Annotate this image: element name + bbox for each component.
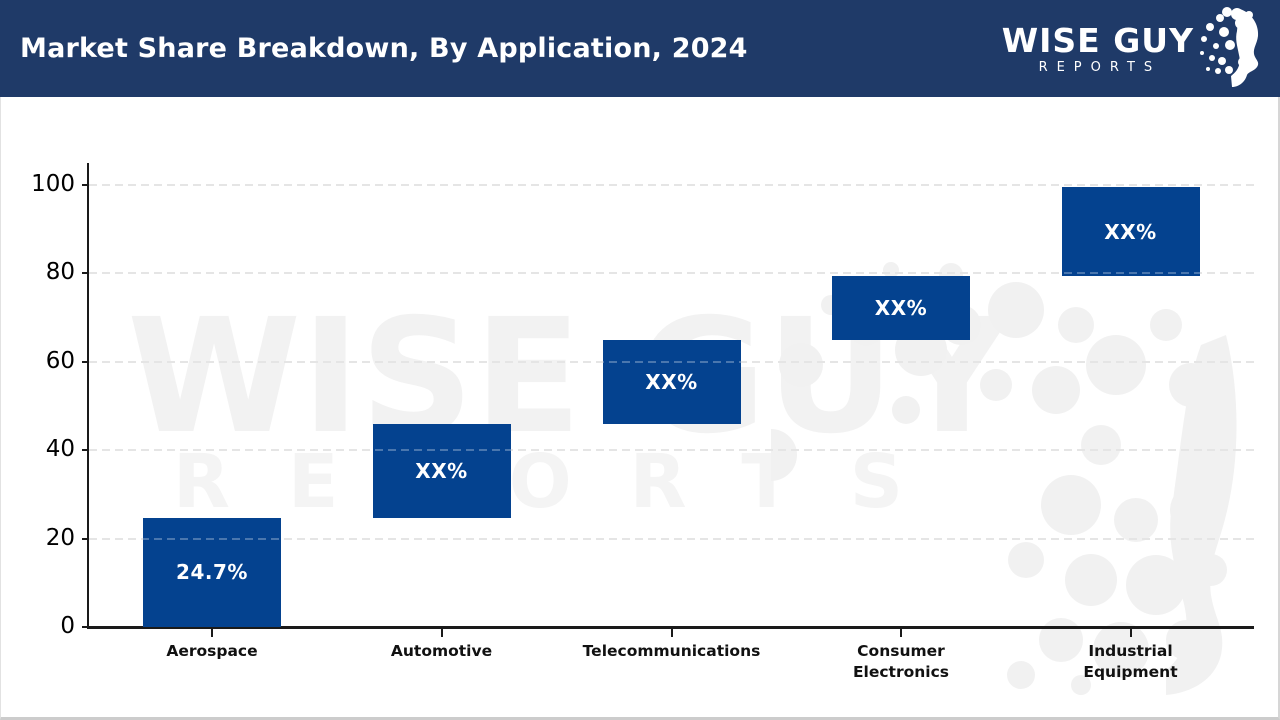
y-tick-label: 40	[45, 436, 75, 462]
x-tick-label: Industrial Equipment	[1083, 642, 1178, 681]
chart-area: 0 20 40 60 80 100 24.7% XX% XX% XX% XX% Aerospace Au…	[1, 97, 1280, 720]
chart-panel: WISE GUY REPORTS 0 20 40 60 80 100 24.7% XX% XX%…	[0, 97, 1280, 720]
x-tick-label: Telecommunications	[582, 642, 761, 660]
y-tick-mark	[82, 449, 89, 451]
bar: XX%	[602, 339, 741, 424]
y-tick-label: 20	[45, 524, 75, 551]
bar-value-label: XX%	[874, 295, 928, 320]
y-tick-label: 0	[60, 613, 75, 639]
bar-value-label: XX%	[415, 458, 468, 483]
header-bar: Market Share Breakdown, By Application, …	[0, 0, 1280, 97]
x-tick-mark	[1129, 629, 1132, 637]
brand-subtitle: REPORTS	[1038, 59, 1162, 75]
brand-text: WISE GUY REPORTS	[1002, 24, 1194, 74]
gridline	[89, 537, 1254, 540]
bar-value-label: XX%	[1104, 219, 1157, 244]
x-tick-label: Automotive	[390, 642, 493, 660]
x-tick-mark	[211, 629, 213, 637]
brand-logo: WISE GUY REPORTS	[1002, 5, 1262, 93]
gridline	[89, 272, 1254, 274]
gridline-overlay	[89, 537, 1254, 540]
x-tick-label: Consumer Electronics	[852, 642, 950, 681]
y-tick-mark	[82, 183, 89, 186]
bar: XX%	[1061, 187, 1200, 277]
bar: XX%	[372, 423, 511, 518]
y-axis	[87, 163, 89, 629]
gridline-overlay	[89, 449, 1254, 451]
bar-value-label: XX%	[645, 369, 698, 394]
page-title: Market Share Breakdown, By Application, …	[20, 33, 748, 64]
gridline	[89, 449, 1254, 451]
gridline-overlay	[89, 272, 1254, 274]
bar: 24.7%	[143, 517, 281, 627]
bar-value-label: 24.7%	[176, 560, 248, 585]
y-tick-mark	[82, 360, 89, 363]
x-tick-mark	[440, 629, 443, 637]
y-tick-label: 60	[45, 347, 75, 374]
x-tick-mark	[670, 629, 673, 637]
gridline-overlay	[89, 183, 1254, 186]
y-tick-label: 80	[45, 259, 75, 285]
gridline	[89, 183, 1254, 186]
y-tick-label: 100	[31, 170, 75, 197]
x-tick-mark	[900, 629, 902, 637]
x-axis	[87, 626, 1254, 629]
y-tick-mark	[82, 272, 89, 274]
bar: XX%	[832, 276, 970, 340]
y-tick-mark	[82, 626, 89, 628]
head-dots-icon	[1196, 5, 1262, 93]
gridline-overlay	[89, 360, 1254, 363]
x-tick-label: Aerospace	[166, 642, 258, 660]
brand-name: WISE GUY	[1001, 20, 1194, 60]
y-tick-mark	[82, 537, 89, 540]
